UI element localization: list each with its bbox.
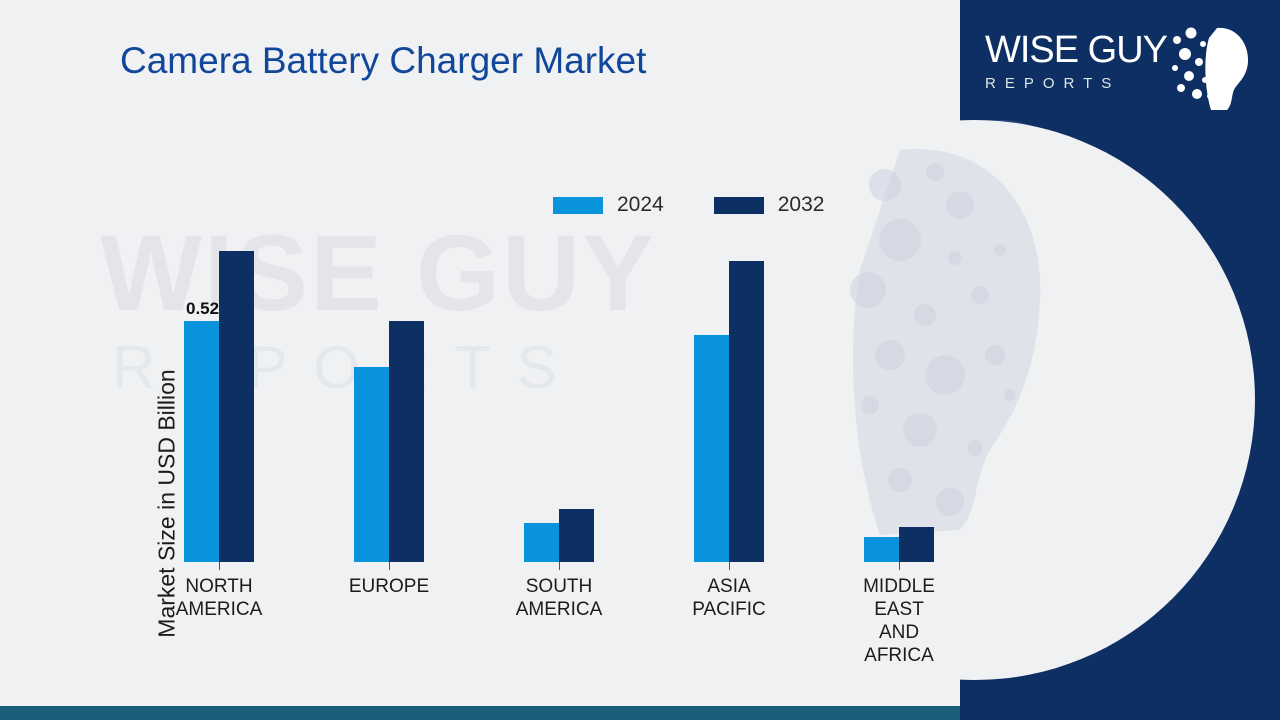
dotted-head-decoration-icon	[850, 149, 1041, 536]
legend-label-2024: 2024	[617, 193, 664, 216]
bottom-accent-bar	[0, 706, 960, 720]
logo-wordmark-secondary: REPORTS	[985, 75, 1121, 92]
x-axis-tick	[389, 562, 390, 570]
x-axis-category-label: EUROPE	[348, 576, 430, 597]
legend-swatch-2032	[713, 196, 764, 214]
x-axis-category-label: SOUTH AMERICA	[515, 576, 603, 620]
bar-2024	[354, 367, 389, 562]
legend-label-2032: 2032	[777, 193, 825, 216]
x-axis-tick	[559, 562, 560, 570]
x-axis-tick	[729, 562, 730, 570]
bar-group	[354, 321, 424, 562]
x-axis-tick	[899, 562, 900, 570]
bar-2024	[864, 537, 899, 562]
logo-head-profile-icon	[1172, 27, 1249, 110]
bar-2024	[524, 523, 559, 562]
plot-area: Market Size in USD Billion 0.52 NORTH AME…	[100, 190, 940, 666]
bar-group	[864, 527, 934, 562]
bar-2024	[694, 335, 729, 562]
bar-value-label: 0.52	[186, 299, 220, 318]
bar-2032	[559, 509, 594, 562]
bar-group	[184, 251, 254, 562]
bar-2032	[899, 527, 934, 562]
x-axis-category-label: ASIA PACIFIC	[692, 576, 766, 620]
x-axis-category-label: NORTH AMERICA	[175, 576, 263, 620]
x-axis-category-label: MIDDLE EAST AND AFRICA	[863, 576, 935, 666]
bar-2032	[219, 251, 254, 562]
bar-group	[694, 261, 764, 562]
page-title: Camera Battery Charger Market	[120, 40, 647, 81]
bar-2024	[184, 321, 219, 562]
bar-group	[524, 509, 594, 562]
brand-logo: WISE GUY REPORTS	[985, 27, 1249, 114]
logo-wordmark-primary: WISE GUY	[985, 29, 1168, 71]
chart-legend: 2024 2032	[553, 193, 824, 217]
bar-2032	[389, 321, 424, 562]
legend-item-2024: 2024	[553, 193, 664, 217]
legend-item-2032: 2032	[713, 193, 825, 217]
x-axis-tick	[219, 562, 220, 570]
legend-swatch-2024	[553, 196, 603, 214]
bar-2032	[729, 261, 764, 562]
